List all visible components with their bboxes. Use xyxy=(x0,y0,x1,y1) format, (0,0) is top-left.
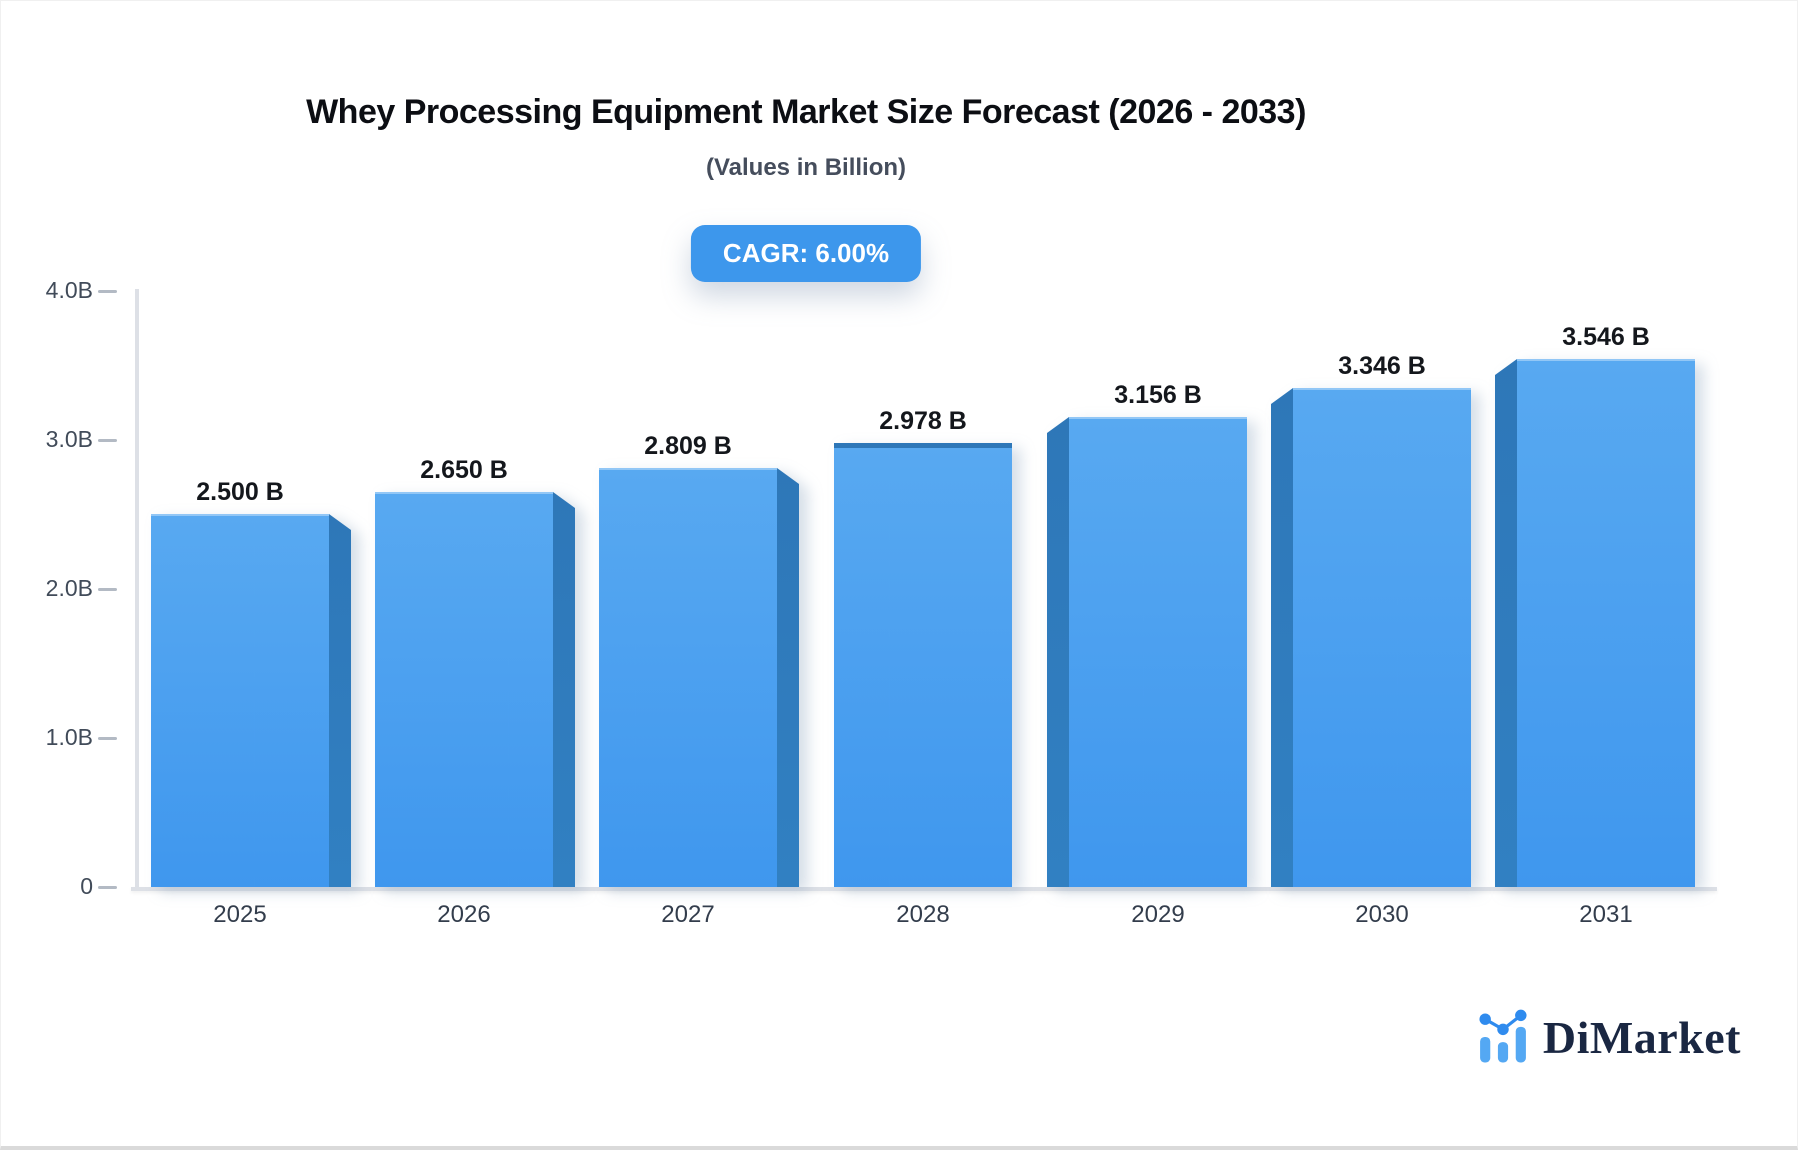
logo-text: DiMarket xyxy=(1542,1011,1741,1063)
bar-3d-side xyxy=(329,514,351,887)
logo-chart-icon xyxy=(1479,1009,1527,1063)
cagr-badge: CAGR: 6.00% xyxy=(690,225,922,282)
bar-face xyxy=(834,443,1012,887)
bar-2025 xyxy=(151,514,351,887)
x-axis-label: 2025 xyxy=(213,901,267,928)
y-axis-tick-label: 1.0B xyxy=(45,724,93,750)
chart-subtitle: (Values in Billion) xyxy=(705,154,907,181)
brand-logo: DiMarket xyxy=(1477,1009,1741,1065)
y-axis-tick-label: 0 xyxy=(80,873,93,899)
bar-2026 xyxy=(375,492,575,887)
x-axis-label: 2031 xyxy=(1579,901,1633,928)
bar-value-label: 2.650 B xyxy=(420,456,508,484)
x-axis-label: 2026 xyxy=(437,901,491,928)
bar-value-label: 3.546 B xyxy=(1562,323,1650,351)
y-tick-dash xyxy=(98,588,117,591)
bar-value-label: 2.500 B xyxy=(196,478,284,506)
y-axis-tick-label: 4.0B xyxy=(45,277,93,303)
cagr-label: CAGR: 6.00% xyxy=(722,238,890,268)
x-axis-label: 2028 xyxy=(896,901,950,928)
bar-face xyxy=(1517,359,1695,887)
chart-header: Whey Processing Equipment Market Size Fo… xyxy=(1,93,1611,182)
chart-title: Whey Processing Equipment Market Size Fo… xyxy=(306,93,1306,131)
y-axis-line xyxy=(135,289,139,891)
bar-3d-side xyxy=(1271,388,1293,887)
y-tick-dash xyxy=(98,737,117,740)
bar-2028 xyxy=(823,443,1023,887)
x-axis-label: 2029 xyxy=(1131,901,1185,928)
y-axis-tick-label: 2.0B xyxy=(45,575,93,601)
bar-3d-side xyxy=(553,492,575,887)
bar-face xyxy=(1069,417,1247,887)
bar-value-label: 3.346 B xyxy=(1338,352,1426,380)
bar-value-label: 2.809 B xyxy=(644,432,732,460)
bar-3d-side xyxy=(1047,417,1069,887)
bar-value-label: 3.156 B xyxy=(1114,381,1202,409)
y-tick-dash xyxy=(98,886,117,889)
x-axis-baseline xyxy=(131,887,1717,891)
bar-face xyxy=(1293,388,1471,887)
x-axis-label: 2027 xyxy=(661,901,715,928)
bar-top-edge xyxy=(834,443,1012,448)
bar-face xyxy=(375,492,553,887)
bar-value-label: 2.978 B xyxy=(879,407,967,435)
bar-face xyxy=(151,514,329,887)
bar-2031 xyxy=(1495,359,1695,887)
bar-2030 xyxy=(1271,388,1471,887)
bar-3d-side xyxy=(777,468,799,887)
y-axis-tick-label: 3.0B xyxy=(45,426,93,452)
bar-3d-side xyxy=(1495,359,1517,887)
bar-2027 xyxy=(599,468,799,887)
y-tick-dash xyxy=(98,439,117,442)
bar-2029 xyxy=(1047,417,1247,887)
bar-face xyxy=(599,468,777,887)
y-tick-dash xyxy=(98,290,117,293)
x-axis-label: 2030 xyxy=(1355,901,1409,928)
